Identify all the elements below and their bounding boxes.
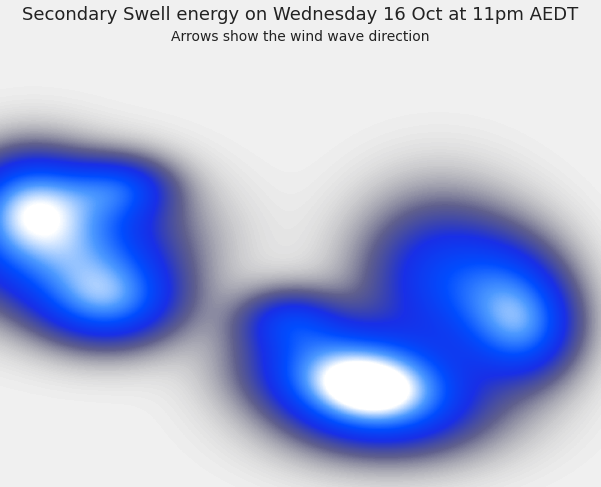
Text: Secondary Swell energy on Wednesday 16 Oct at 11pm AEDT: Secondary Swell energy on Wednesday 16 O… — [22, 6, 579, 24]
Text: Arrows show the wind wave direction: Arrows show the wind wave direction — [171, 30, 430, 44]
